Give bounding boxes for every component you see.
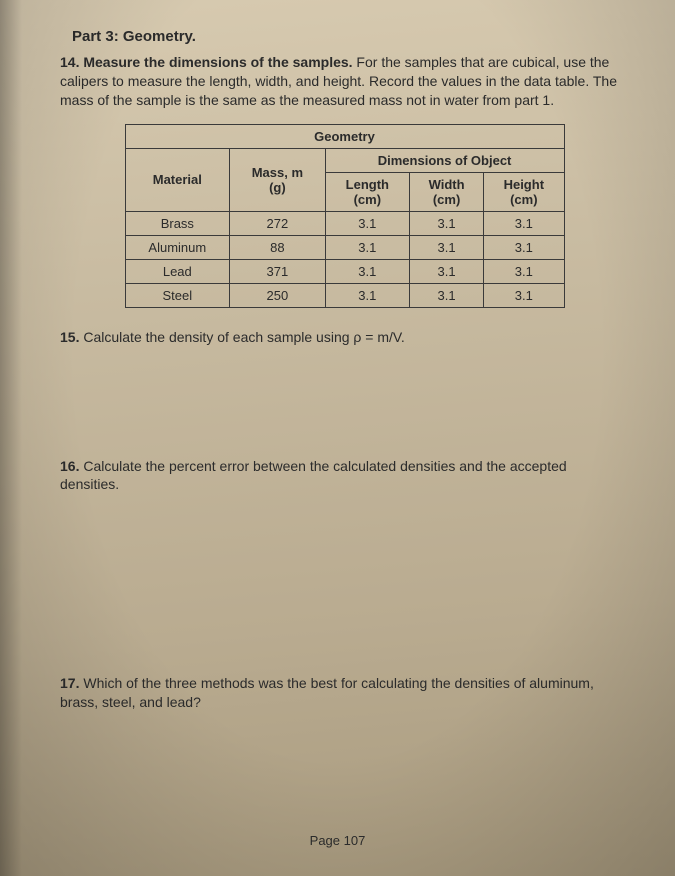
col-length-unit: (cm) [354, 192, 381, 207]
cell-width: 3.1 [410, 235, 484, 259]
col-height-unit: (cm) [510, 192, 537, 207]
cell-length: 3.1 [325, 235, 409, 259]
cell-material: Steel [125, 283, 230, 307]
cell-material: Lead [125, 259, 230, 283]
table-row: Lead 371 3.1 3.1 3.1 [125, 259, 564, 283]
col-length-label: Length [346, 177, 389, 192]
cell-height: 3.1 [484, 259, 564, 283]
col-mass: Mass, m (g) [230, 148, 326, 211]
question-15: 15. Calculate the density of each sample… [60, 328, 617, 347]
worksheet-page: Part 3: Geometry. 14. Measure the dimens… [0, 0, 675, 876]
q17-number: 17. [60, 675, 79, 691]
cell-width: 3.1 [410, 283, 484, 307]
col-length: Length (cm) [325, 172, 409, 211]
cell-width: 3.1 [410, 259, 484, 283]
cell-material: Aluminum [125, 235, 230, 259]
page-shadow [0, 0, 22, 876]
col-material: Material [125, 148, 230, 211]
table-title: Geometry [125, 124, 564, 148]
cell-material: Brass [125, 211, 230, 235]
col-height: Height (cm) [484, 172, 564, 211]
table-row: Aluminum 88 3.1 3.1 3.1 [125, 235, 564, 259]
col-height-label: Height [504, 177, 544, 192]
q16-number: 16. [60, 458, 79, 474]
cell-mass: 371 [230, 259, 326, 283]
q14-bold-lead: Measure the dimensions of the samples. [83, 54, 352, 70]
col-mass-unit: (g) [269, 180, 286, 195]
part-title: Part 3: Geometry. [72, 28, 617, 45]
cell-length: 3.1 [325, 259, 409, 283]
cell-height: 3.1 [484, 211, 564, 235]
question-14: 14. Measure the dimensions of the sample… [60, 53, 617, 110]
cell-length: 3.1 [325, 211, 409, 235]
col-width: Width (cm) [410, 172, 484, 211]
q17-text: Which of the three methods was the best … [60, 675, 594, 710]
col-width-label: Width [429, 177, 465, 192]
col-width-unit: (cm) [433, 192, 460, 207]
question-17: 17. Which of the three methods was the b… [60, 674, 617, 712]
cell-length: 3.1 [325, 283, 409, 307]
page-footer: Page 107 [0, 833, 675, 848]
cell-height: 3.1 [484, 235, 564, 259]
geometry-table: Geometry Material Mass, m (g) Dimensions… [125, 124, 565, 308]
cell-width: 3.1 [410, 211, 484, 235]
q15-number: 15. [60, 329, 79, 345]
question-16: 16. Calculate the percent error between … [60, 457, 617, 495]
col-mass-label: Mass, m [252, 165, 303, 180]
table-row: Steel 250 3.1 3.1 3.1 [125, 283, 564, 307]
cell-mass: 272 [230, 211, 326, 235]
cell-mass: 250 [230, 283, 326, 307]
q14-number: 14. [60, 54, 79, 70]
cell-mass: 88 [230, 235, 326, 259]
table-row: Brass 272 3.1 3.1 3.1 [125, 211, 564, 235]
dim-header: Dimensions of Object [325, 148, 564, 172]
q15-text: Calculate the density of each sample usi… [83, 329, 404, 345]
q16-text: Calculate the percent error between the … [60, 458, 567, 493]
cell-height: 3.1 [484, 283, 564, 307]
